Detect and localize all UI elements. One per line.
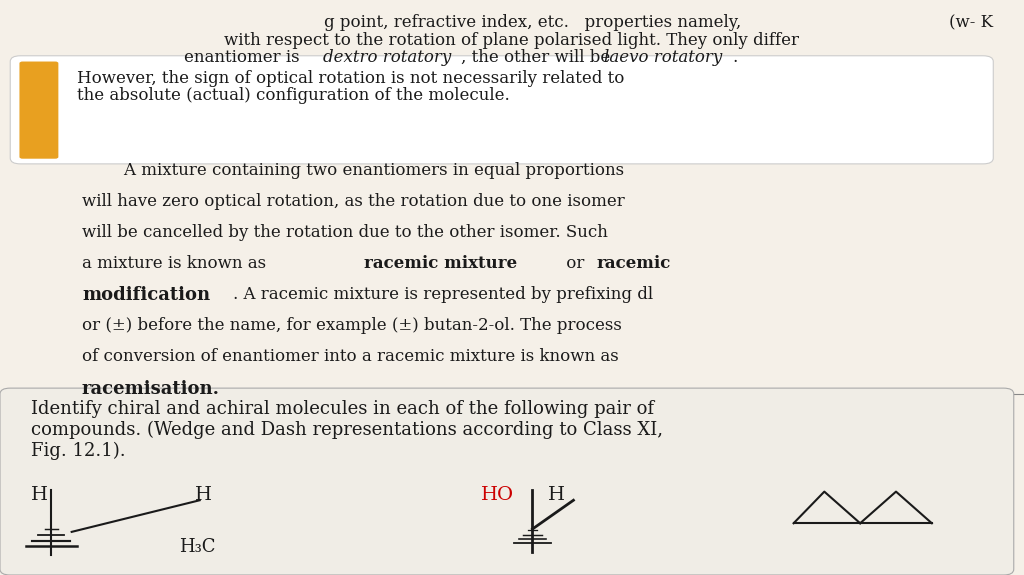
Text: H: H bbox=[31, 486, 48, 504]
Text: g point, refractive index, etc.   properties namely,: g point, refractive index, etc. properti… bbox=[283, 14, 741, 32]
Text: with respect to the rotation of plane polarised light. They only differ: with respect to the rotation of plane po… bbox=[224, 32, 800, 49]
Text: of conversion of enantiomer into a racemic mixture is known as: of conversion of enantiomer into a racem… bbox=[82, 348, 618, 366]
Text: However, the sign of optical rotation is not necessarily related to: However, the sign of optical rotation is… bbox=[77, 70, 625, 87]
Text: H: H bbox=[195, 486, 212, 504]
Text: .: . bbox=[732, 49, 737, 66]
Text: or (±) before the name, for example (±) butan-2-ol. The process: or (±) before the name, for example (±) … bbox=[82, 317, 622, 335]
FancyBboxPatch shape bbox=[0, 388, 1014, 575]
Text: the absolute (actual) configuration of the molecule.: the absolute (actual) configuration of t… bbox=[77, 87, 510, 105]
Text: (w- K: (w- K bbox=[949, 14, 993, 32]
Text: compounds. (Wedge and Dash representations according to Class XI,: compounds. (Wedge and Dash representatio… bbox=[31, 421, 663, 439]
Text: racemisation.: racemisation. bbox=[82, 380, 220, 397]
Text: H₃C: H₃C bbox=[179, 538, 216, 555]
Text: a mixture is known as: a mixture is known as bbox=[82, 255, 271, 273]
Text: , the other will be: , the other will be bbox=[461, 49, 615, 66]
Text: will be cancelled by the rotation due to the other isomer. Such: will be cancelled by the rotation due to… bbox=[82, 224, 608, 241]
Text: racemic mixture: racemic mixture bbox=[364, 255, 517, 273]
Text: dextro rotatory: dextro rotatory bbox=[323, 49, 451, 66]
Text: enantiomer is: enantiomer is bbox=[184, 49, 305, 66]
Text: . A racemic mixture is represented by prefixing dl: . A racemic mixture is represented by pr… bbox=[233, 286, 653, 304]
Text: or: or bbox=[561, 255, 590, 273]
Text: A mixture containing two enantiomers in equal proportions: A mixture containing two enantiomers in … bbox=[82, 162, 624, 179]
FancyBboxPatch shape bbox=[10, 56, 993, 164]
Text: will have zero optical rotation, as the rotation due to one isomer: will have zero optical rotation, as the … bbox=[82, 193, 625, 210]
Text: racemic: racemic bbox=[597, 255, 672, 273]
Text: Identify chiral and achiral molecules in each of the following pair of: Identify chiral and achiral molecules in… bbox=[31, 400, 653, 417]
Text: Fig. 12.1).: Fig. 12.1). bbox=[31, 442, 125, 461]
FancyBboxPatch shape bbox=[19, 62, 58, 159]
Text: laevo rotatory: laevo rotatory bbox=[604, 49, 722, 66]
Text: HO: HO bbox=[481, 486, 514, 504]
Text: H: H bbox=[548, 486, 565, 504]
Text: modification: modification bbox=[82, 286, 210, 304]
